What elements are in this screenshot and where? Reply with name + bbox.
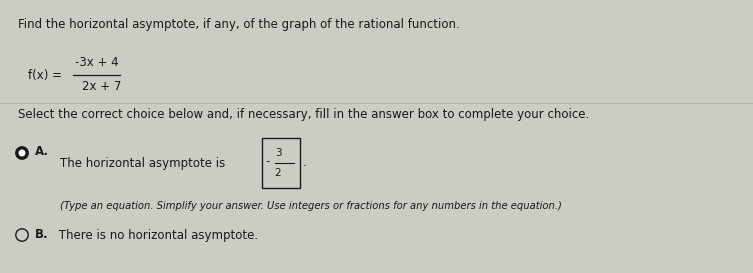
Circle shape: [19, 150, 25, 156]
Text: A.: A.: [35, 145, 49, 158]
Text: Find the horizontal asymptote, if any, of the graph of the rational function.: Find the horizontal asymptote, if any, o…: [18, 18, 460, 31]
Text: f(x) =: f(x) =: [28, 69, 62, 82]
Circle shape: [16, 147, 28, 159]
Text: 2x + 7: 2x + 7: [82, 81, 121, 93]
Text: -3x + 4: -3x + 4: [75, 57, 119, 70]
Text: The horizontal asymptote is: The horizontal asymptote is: [60, 156, 225, 170]
Text: -: -: [265, 156, 270, 168]
Text: .: .: [303, 156, 306, 170]
Text: 2: 2: [275, 168, 282, 178]
Text: There is no horizontal asymptote.: There is no horizontal asymptote.: [55, 229, 258, 242]
Text: (Type an equation. Simplify your answer. Use integers or fractions for any numbe: (Type an equation. Simplify your answer.…: [60, 201, 562, 211]
Text: Select the correct choice below and, if necessary, fill in the answer box to com: Select the correct choice below and, if …: [18, 108, 590, 121]
Text: 3: 3: [275, 148, 282, 158]
Text: B.: B.: [35, 229, 49, 242]
